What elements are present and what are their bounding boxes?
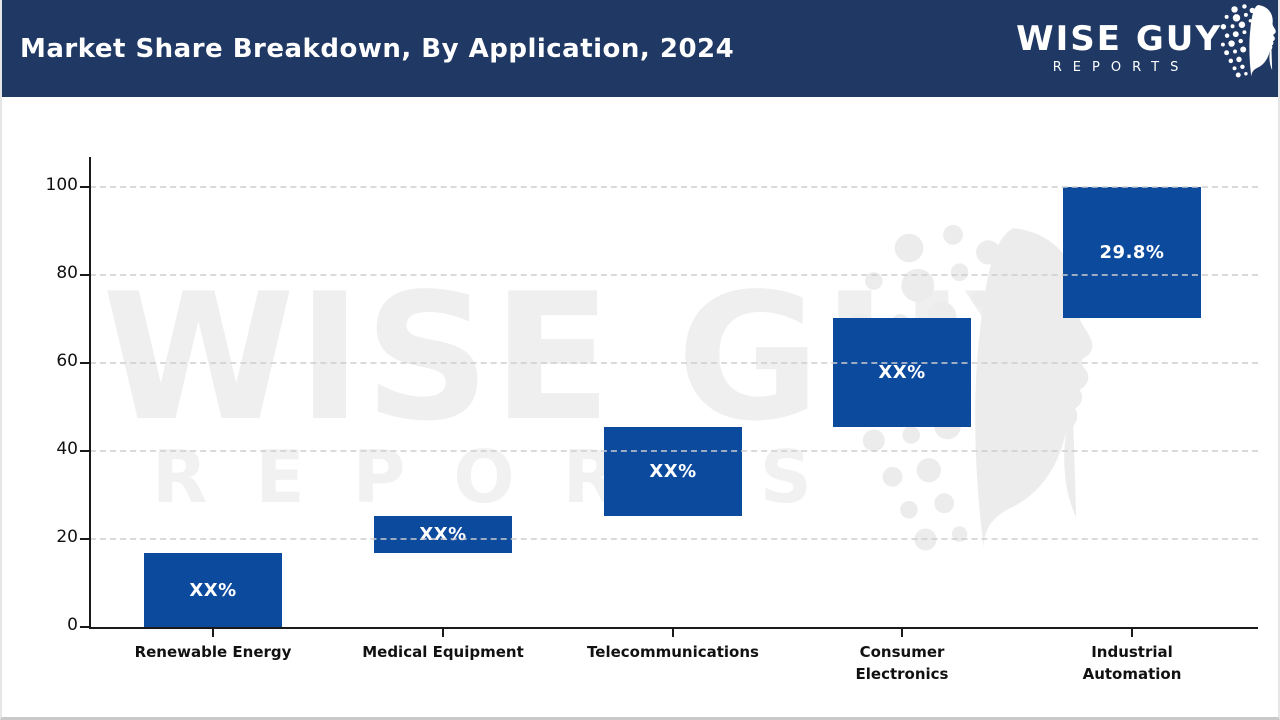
header: Market Share Breakdown, By Application, … <box>2 0 1280 97</box>
logo: WISE GUY REPORTS <box>1016 2 1280 96</box>
gridline-60 <box>90 362 1258 364</box>
x-axis-tick <box>672 629 674 637</box>
bar-value-label: XX% <box>649 460 697 482</box>
gridline-80 <box>90 274 1258 276</box>
category-label: Renewable Energy <box>134 643 292 661</box>
gridline-40 <box>90 450 1258 452</box>
y-axis-tick-label: 20 <box>56 527 78 547</box>
gridline-100 <box>90 186 1258 188</box>
bar-2: XX% <box>374 516 512 554</box>
bar-5: 29.8% <box>1063 187 1201 319</box>
y-axis-tick-label: 40 <box>56 439 78 459</box>
y-axis-tick <box>80 626 89 628</box>
category-label: Consumer Electronics <box>855 643 949 683</box>
logo-text: WISE GUY REPORTS <box>1016 19 1222 75</box>
bar-value-label: XX% <box>419 524 467 546</box>
logo-wordmark: WISE GUY <box>1016 19 1222 60</box>
x-axis-tick <box>212 629 214 637</box>
y-axis-line <box>89 157 91 629</box>
x-axis-tick <box>1131 629 1133 637</box>
category-label: Telecommunications <box>587 643 759 661</box>
x-axis-tick <box>442 629 444 637</box>
bar-1: XX% <box>144 553 282 627</box>
y-axis-tick-label: 80 <box>56 263 78 283</box>
chart-area: WISE GUY REPORTS XX% XX% XX% XX% 29.8% 0 20 40 6… <box>2 97 1278 717</box>
y-axis-tick <box>80 538 89 540</box>
category-label: Industrial Automation <box>1082 643 1182 683</box>
page-title: Market Share Breakdown, By Application, … <box>20 33 735 64</box>
gridline-20 <box>90 538 1258 540</box>
bar-value-label: 29.8% <box>1099 242 1165 264</box>
bar-value-label: XX% <box>878 361 926 383</box>
y-axis-tick-label: 100 <box>45 175 78 195</box>
y-axis-tick <box>80 186 89 188</box>
bar-value-label: XX% <box>189 579 237 601</box>
y-axis-tick <box>80 274 89 276</box>
plot-area: XX% XX% XX% XX% 29.8% 0 20 40 60 80 100 Renewable E… <box>2 97 1278 717</box>
y-axis-tick <box>80 450 89 452</box>
bar-4: XX% <box>833 318 971 427</box>
category-label: Medical Equipment <box>362 643 524 661</box>
x-axis-line <box>89 627 1258 629</box>
logo-reports-label: REPORTS <box>1052 59 1190 75</box>
y-axis-tick <box>80 362 89 364</box>
y-axis-tick-label: 60 <box>56 351 78 371</box>
y-axis-tick-label: 0 <box>67 615 78 635</box>
bar-3: XX% <box>604 426 742 517</box>
x-axis-tick <box>901 629 903 637</box>
